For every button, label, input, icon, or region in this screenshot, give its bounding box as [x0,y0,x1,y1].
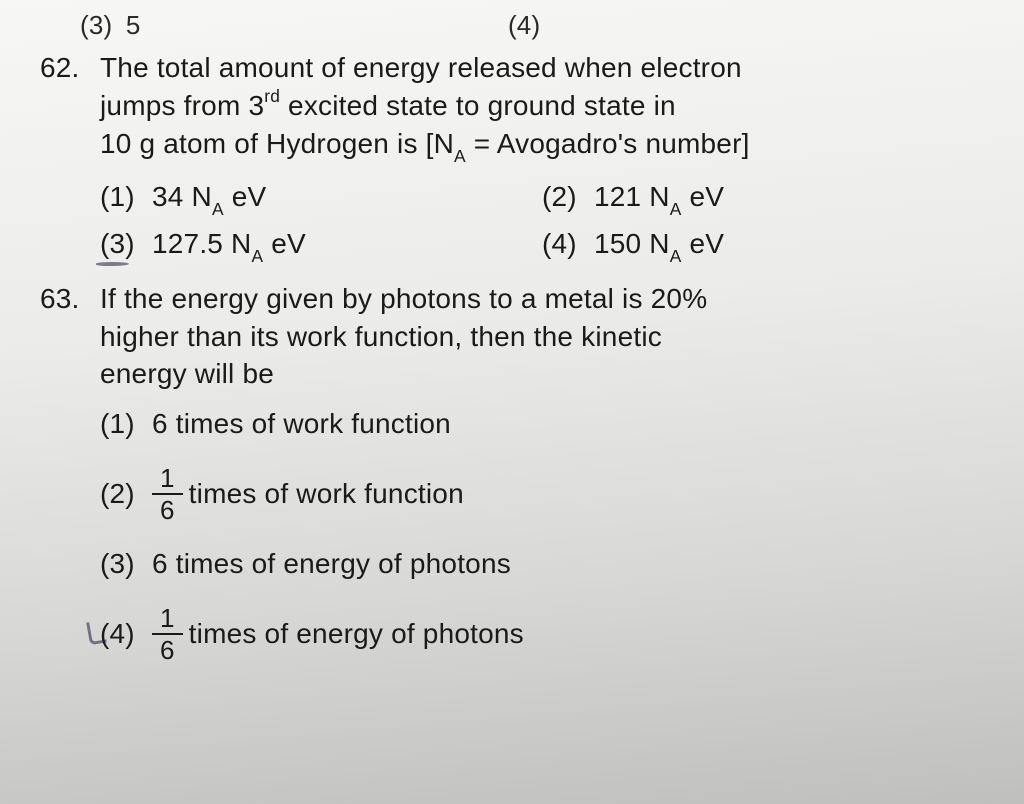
q63-opt2-text: times of work function [189,475,464,513]
question-63-number: 63. [40,280,100,663]
previous-question-tail: (3) 5 (4) [80,8,984,43]
question-62-body: The total amount of energy released when… [100,49,984,272]
prev-opt3-label: (3) [80,10,112,40]
q62-opt2-label: (2) [542,178,594,216]
q62-opt4-sub: A [670,246,682,266]
q62-opt4-label: (4) [542,225,594,263]
q63-opt4-fraction: 1 6 [152,605,183,663]
q62-opt1-text: 34 NA eV [152,178,266,219]
q62-opt2-pre: 121 N [594,181,670,212]
q62-opt4-text: 150 NA eV [594,225,724,266]
q62-opt2-post: eV [682,181,725,212]
q62-opt1-post: eV [224,181,267,212]
q62-option-4: (4) 150 NA eV [542,225,984,266]
prev-opt4-label: (4) [508,10,540,40]
q62-opt3-post: eV [263,228,306,259]
q63-stem-line3: energy will be [100,358,274,389]
q62-opt4-post: eV [682,228,725,259]
q63-opt1-label: (1) [100,405,152,443]
q62-options-row1: (1) 34 NA eV (2) 121 NA eV [100,178,984,219]
q63-opt2-frac-num: 1 [152,465,183,495]
q63-opt4-label: (4) [100,615,152,653]
q63-opt1-text: 6 times of work function [152,405,451,443]
q63-opt3-label: (3) [100,545,152,583]
q63-option-1: (1) 6 times of work function [100,405,984,443]
q62-opt3-text: 127.5 NA eV [152,225,306,266]
q63-opt4-text: times of energy of photons [189,615,524,653]
q62-opt1-pre: 34 N [152,181,212,212]
q62-option-1: (1) 34 NA eV [100,178,542,219]
q62-opt3-label: (3) [100,225,152,263]
prev-opt3-value: 5 [126,10,141,40]
q62-opt1-sub: A [212,199,224,219]
q63-opt2-frac-den: 6 [152,495,183,523]
q63-option-2: (2) 1 6 times of work function [100,465,984,523]
q63-option-3: (3) 6 times of energy of photons [100,545,984,583]
q62-stem-line3b: = Avogadro's number] [466,128,750,159]
question-62: 62. The total amount of energy released … [40,49,984,272]
q62-opt4-pre: 150 N [594,228,670,259]
q63-opt2-fraction: 1 6 [152,465,183,523]
q63-stem-line2: higher than its work function, then the … [100,321,662,352]
q62-option-3: (3) 127.5 NA eV [100,225,542,266]
q62-opt2-sub: A [670,199,682,219]
q62-opt1-label: (1) [100,178,152,216]
q63-stem-line1: If the energy given by photons to a meta… [100,283,707,314]
q63-opt4-frac-den: 6 [152,635,183,663]
q63-opt4-label-mark: (4) [100,615,135,653]
q62-opt3-sub: A [251,246,263,266]
question-62-stem: The total amount of energy released when… [100,49,984,166]
q62-opt3-label-mark: (3) [100,225,135,263]
q62-stem-line3a: 10 g atom of Hydrogen is [N [100,128,454,159]
question-62-number: 62. [40,49,100,272]
q62-stem-sub: A [454,146,466,166]
q62-stem-line1: The total amount of energy released when… [100,52,742,83]
q62-stem-line2b: excited state to ground state in [280,90,676,121]
q62-opt2-text: 121 NA eV [594,178,724,219]
q63-opt4-frac-num: 1 [152,605,183,635]
question-63-body: If the energy given by photons to a meta… [100,280,984,663]
q63-opt3-text: 6 times of energy of photons [152,545,511,583]
q62-stem-sup: rd [264,86,280,106]
q63-option-4: (4) 1 6 times of energy of photons [100,605,984,663]
question-63: 63. If the energy given by photons to a … [40,280,984,663]
q62-stem-line2a: jumps from 3 [100,90,264,121]
q62-options-row2: (3) 127.5 NA eV (4) 150 NA eV [100,225,984,266]
q63-opt2-label: (2) [100,475,152,513]
q62-option-2: (2) 121 NA eV [542,178,984,219]
q62-opt3-pre: 127.5 N [152,228,251,259]
question-63-stem: If the energy given by photons to a meta… [100,280,984,393]
